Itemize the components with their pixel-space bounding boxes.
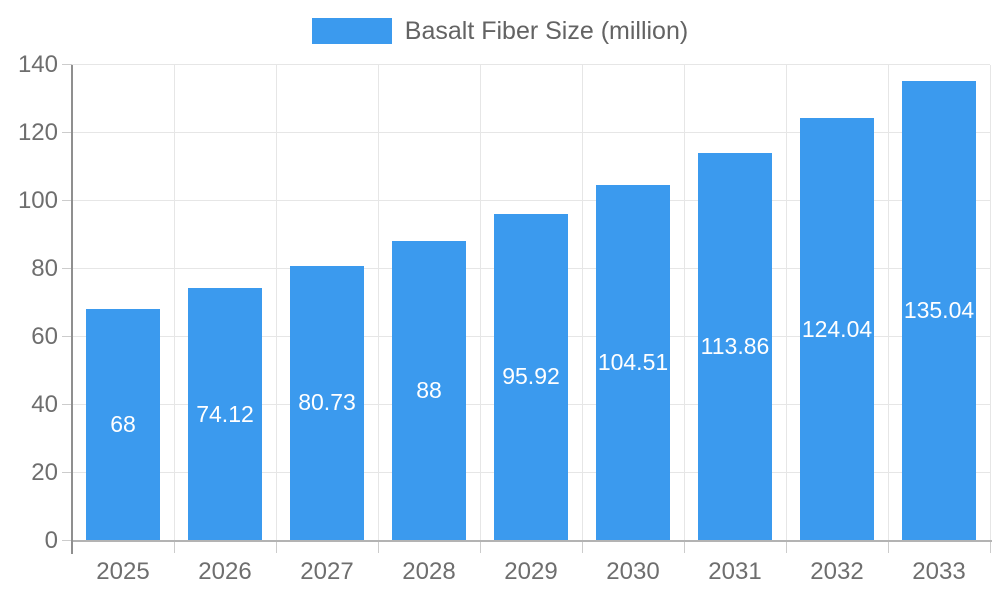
x-axis-tick — [582, 541, 583, 553]
chart-legend: Basalt Fiber Size (million) — [0, 13, 1000, 49]
x-tick-label: 2029 — [504, 558, 558, 585]
bar-value-label: 80.73 — [298, 389, 356, 416]
y-tick-label: 80 — [31, 255, 58, 282]
y-tick-label: 40 — [31, 391, 58, 418]
gridline-h — [72, 132, 990, 133]
y-axis-tick — [62, 132, 72, 133]
bar-value-label: 88 — [416, 376, 442, 403]
y-tick-label: 120 — [17, 119, 58, 146]
x-tick-label: 2027 — [300, 558, 354, 585]
x-axis-tick — [888, 541, 889, 553]
x-tick-label: 2030 — [606, 558, 660, 585]
bar-2030: 104.51 — [596, 184, 670, 540]
x-tick-label: 2026 — [198, 558, 252, 585]
bar-value-label: 124.04 — [801, 315, 873, 342]
gridline-h — [72, 64, 990, 65]
y-tick-label: 100 — [17, 187, 58, 214]
x-tick-label: 2025 — [96, 558, 150, 585]
bar-value-label: 68 — [110, 410, 136, 437]
y-tick-label: 0 — [44, 527, 58, 554]
x-axis-tick — [684, 541, 685, 553]
x-tick-label: 2032 — [810, 558, 864, 585]
y-axis-tick — [62, 268, 72, 269]
legend-label: Basalt Fiber Size (million) — [404, 16, 689, 45]
bar-2033: 135.04 — [902, 80, 976, 540]
x-axis-tick — [786, 541, 787, 553]
x-tick-label: 2028 — [402, 558, 456, 585]
plot-area: 0 20 40 60 80 100 120 140 68 74.12 80.73 88 95.92 104… — [18, 53, 992, 585]
y-axis-tick — [62, 472, 72, 473]
x-axis-line — [72, 540, 992, 542]
y-axis-tick — [62, 336, 72, 337]
bar-2026: 74.12 — [188, 288, 262, 540]
x-axis-tick — [480, 541, 481, 553]
y-axis-tick — [62, 64, 72, 65]
y-tick-label: 20 — [31, 459, 58, 486]
bar-2028: 88 — [392, 240, 466, 540]
x-axis-tick — [378, 541, 379, 553]
bar-value-label: 74.12 — [196, 400, 254, 427]
bar-value-label: 104.51 — [597, 348, 669, 375]
gridline-v — [276, 65, 277, 541]
gridline-v — [378, 65, 379, 541]
bar-2025: 68 — [86, 308, 160, 540]
x-axis-tick — [276, 541, 277, 553]
y-axis-tick — [62, 404, 72, 405]
bar-value-label: 95.92 — [502, 363, 560, 390]
bar-value-label: 113.86 — [700, 332, 770, 359]
y-axis-tick — [62, 540, 72, 541]
x-tick-label: 2033 — [912, 558, 966, 585]
gridline-v — [174, 65, 175, 541]
x-tick-label: 2031 — [708, 558, 762, 585]
gridline-v — [990, 65, 991, 541]
bar-2032: 124.04 — [800, 118, 874, 540]
y-tick-label: 140 — [17, 51, 58, 78]
y-axis-line — [71, 65, 73, 554]
gridline-v — [888, 65, 889, 541]
x-axis-tick — [990, 541, 991, 553]
gridline-v — [684, 65, 685, 541]
bar-2027: 80.73 — [290, 265, 364, 540]
y-axis-tick — [62, 200, 72, 201]
bar-2029: 95.92 — [494, 213, 568, 540]
gridline-h — [72, 200, 990, 201]
x-axis-tick — [174, 541, 175, 553]
gridline-v — [582, 65, 583, 541]
gridline-v — [480, 65, 481, 541]
y-tick-label: 60 — [31, 323, 58, 350]
gridline-v — [786, 65, 787, 541]
legend-swatch-icon — [311, 18, 392, 44]
bar-value-label: 135.04 — [903, 296, 975, 323]
bar-2031: 113.86 — [698, 152, 772, 540]
